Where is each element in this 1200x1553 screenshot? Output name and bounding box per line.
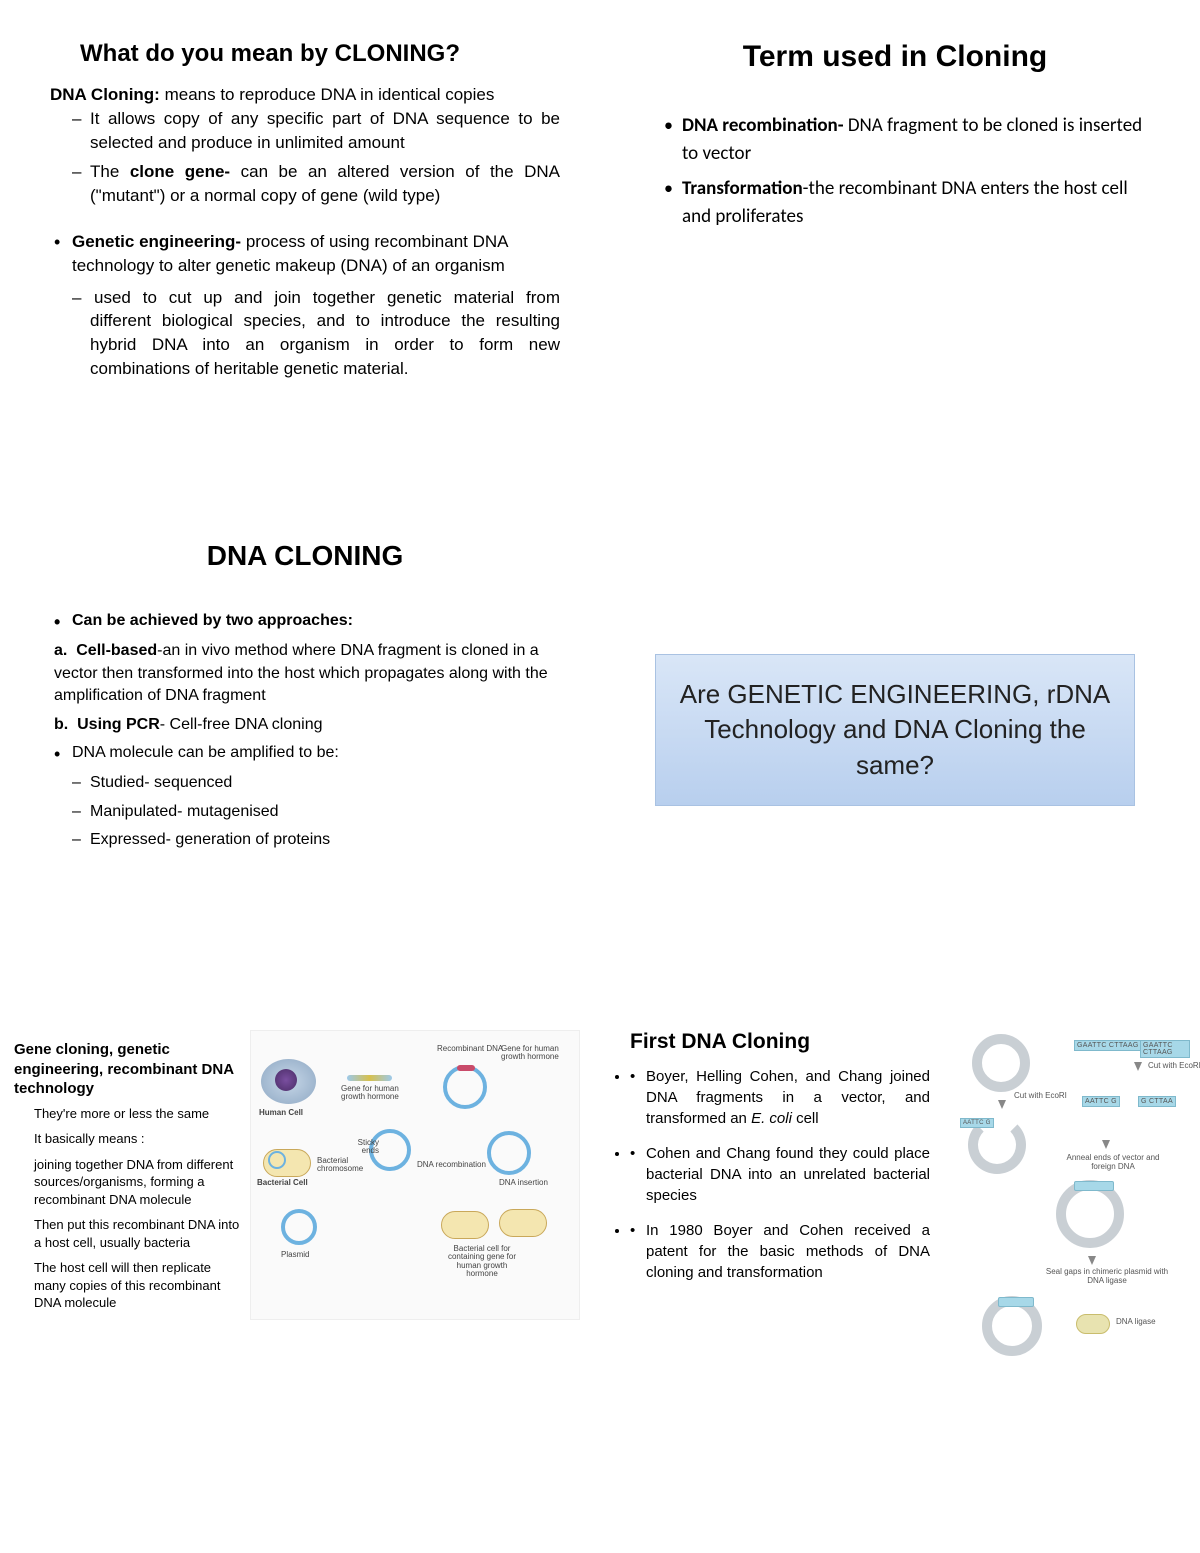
slide2-title: Term used in Cloning xyxy=(640,40,1150,74)
slide2-list: DNA recombination- DNA fragment to be cl… xyxy=(640,112,1150,230)
lbl-sticky: Sticky ends xyxy=(351,1139,379,1156)
s3-lead-text: Can be achieved by two approaches: xyxy=(50,610,560,632)
s5-p2: It basically means : xyxy=(34,1130,240,1148)
arrow2-icon xyxy=(1134,1062,1142,1071)
bacterial-cell-icon xyxy=(263,1149,311,1177)
anneal: Anneal ends of vector and foreign DNA xyxy=(1058,1154,1168,1172)
lead-rest: means to reproduce DNA in identical copi… xyxy=(160,85,495,104)
slide3-title: DNA CLONING xyxy=(50,540,560,572)
human-cell-icon xyxy=(261,1059,316,1104)
lead-bold: DNA Cloning: xyxy=(50,85,160,104)
s5-p3: joining together DNA from different sour… xyxy=(34,1156,240,1209)
seq1: GAATTC CTTAAG xyxy=(1074,1040,1142,1051)
bac-result-2 xyxy=(499,1209,547,1237)
bac-result-1 xyxy=(441,1211,489,1239)
recomb-plasmid-icon xyxy=(443,1065,487,1109)
slide1-ge-sub: used to cut up and join together genetic… xyxy=(50,286,560,381)
s6-textcol: First DNA Cloning Boyer, Helling Cohen, … xyxy=(630,1030,930,1350)
s5-heading: Gene cloning, genetic engineering, recom… xyxy=(14,1040,240,1099)
s5-p5: The host cell will then replicate many c… xyxy=(34,1259,240,1312)
seq3: AATTC G xyxy=(1082,1096,1120,1107)
slide-first-dna-cloning: First DNA Cloning Boyer, Helling Cohen, … xyxy=(610,1020,1200,1360)
final-ring-icon xyxy=(982,1296,1042,1356)
arrow1-icon xyxy=(998,1100,1006,1109)
slide-dna-cloning: DNA CLONING Can be achieved by two appro… xyxy=(20,520,590,878)
slide1-lead: DNA Cloning: means to reproduce DNA in i… xyxy=(50,83,560,107)
cut2: Cut with EcoRI xyxy=(1148,1062,1200,1071)
s3-b: b. Using PCR- Cell-free DNA cloning xyxy=(54,714,560,736)
lbl-bcell: Bacterial cell for containing gene for h… xyxy=(447,1245,517,1279)
s5-p1: They're more or less the same xyxy=(34,1105,240,1123)
seq2: GAATTC CTTAAG xyxy=(1140,1040,1190,1058)
s3-amp2: Manipulated- mutagenised xyxy=(50,801,560,823)
arrow4-icon xyxy=(1088,1256,1096,1265)
s3-amp-lead-text: DNA molecule can be amplified to be: xyxy=(50,742,560,764)
ge-line: Genetic engineering- process of using re… xyxy=(50,230,560,278)
lbl-recomb: Recombinant DNA xyxy=(437,1045,503,1053)
lbl-gene: Gene for human growth hormone xyxy=(341,1085,411,1102)
blue-callout: Are GENETIC ENGINEERING, rDNA Technology… xyxy=(655,654,1135,805)
slide1-ge: Genetic engineering- process of using re… xyxy=(50,230,560,278)
ge-sub: used to cut up and join together genetic… xyxy=(50,286,560,381)
s3-a: a. Cell-based-an in vivo method where DN… xyxy=(54,640,560,707)
lbl-human: Human Cell xyxy=(259,1109,303,1117)
arrow3-icon xyxy=(1102,1140,1110,1149)
vector-ring-icon xyxy=(972,1034,1030,1092)
slide-gene-cloning-diagram: Gene cloning, genetic engineering, recom… xyxy=(0,1020,600,1330)
seq4: G CTTAA xyxy=(1138,1096,1176,1107)
plasmid-insert-icon xyxy=(487,1131,531,1175)
s6-b2: Cohen and Chang found they could place b… xyxy=(630,1143,930,1206)
lbl-bac: Bacterial Cell xyxy=(257,1179,308,1187)
s2-b2: Transformation-the recombinant DNA enter… xyxy=(660,175,1150,230)
lbl-dnarec: DNA recombination xyxy=(417,1161,486,1169)
slide-term-cloning: Term used in Cloning DNA recombination- … xyxy=(610,20,1180,258)
slide1-sublist: It allows copy of any specific part of D… xyxy=(50,107,560,208)
lbl-ghorm: Gene for human growth hormone xyxy=(501,1045,571,1062)
sub1: It allows copy of any specific part of D… xyxy=(50,107,560,155)
cut1: Cut with EcoRI xyxy=(1014,1092,1084,1101)
s5-diagram: Human Cell Bacterial Cell Plasmid Bacter… xyxy=(250,1030,580,1320)
s3-amp3: Expressed- generation of proteins xyxy=(50,829,560,851)
ligase: DNA ligase xyxy=(1116,1318,1176,1327)
slide1-title: What do you mean by CLONING? xyxy=(80,40,530,68)
s6-title: First DNA Cloning xyxy=(630,1030,930,1054)
slide-question: Are GENETIC ENGINEERING, rDNA Technology… xyxy=(610,520,1180,940)
s3-amp-lead: DNA molecule can be amplified to be: xyxy=(50,742,560,764)
s6-list: Boyer, Helling Cohen, and Chang joined D… xyxy=(630,1066,930,1283)
gene-bar-icon xyxy=(347,1075,392,1081)
seq3a: AATTC G xyxy=(960,1118,994,1128)
s6-b3: In 1980 Boyer and Cohen received a paten… xyxy=(630,1220,930,1283)
lbl-dnains: DNA insertion xyxy=(499,1179,548,1187)
ligase-icon xyxy=(1076,1314,1110,1334)
anneal-ring-icon xyxy=(1056,1180,1124,1248)
s5-p4: Then put this recombinant DNA into a hos… xyxy=(34,1216,240,1251)
s6-diagram: GAATTC CTTAAG GAATTC CTTAAG Cut with Eco… xyxy=(942,1030,1190,1350)
s3-amp-list: Studied- sequenced Manipulated- mutageni… xyxy=(50,772,560,851)
lbl-plasmid: Plasmid xyxy=(281,1251,309,1259)
s2-b1: DNA recombination- DNA fragment to be cl… xyxy=(660,112,1150,167)
plasmid-icon xyxy=(281,1209,317,1245)
s5-textcol: Gene cloning, genetic engineering, recom… xyxy=(10,1030,240,1320)
sub2: The clone gene- can be an altered versio… xyxy=(50,160,560,208)
s3-amp1: Studied- sequenced xyxy=(50,772,560,794)
slide-cloning-definition: What do you mean by CLONING? DNA Cloning… xyxy=(20,20,590,407)
s6-b1: Boyer, Helling Cohen, and Chang joined D… xyxy=(630,1066,930,1129)
seal: Seal gaps in chimeric plasmid with DNA l… xyxy=(1042,1268,1172,1286)
s3-lead: Can be achieved by two approaches: xyxy=(50,610,560,632)
s3-approaches: a. Cell-based-an in vivo method where DN… xyxy=(50,640,560,736)
